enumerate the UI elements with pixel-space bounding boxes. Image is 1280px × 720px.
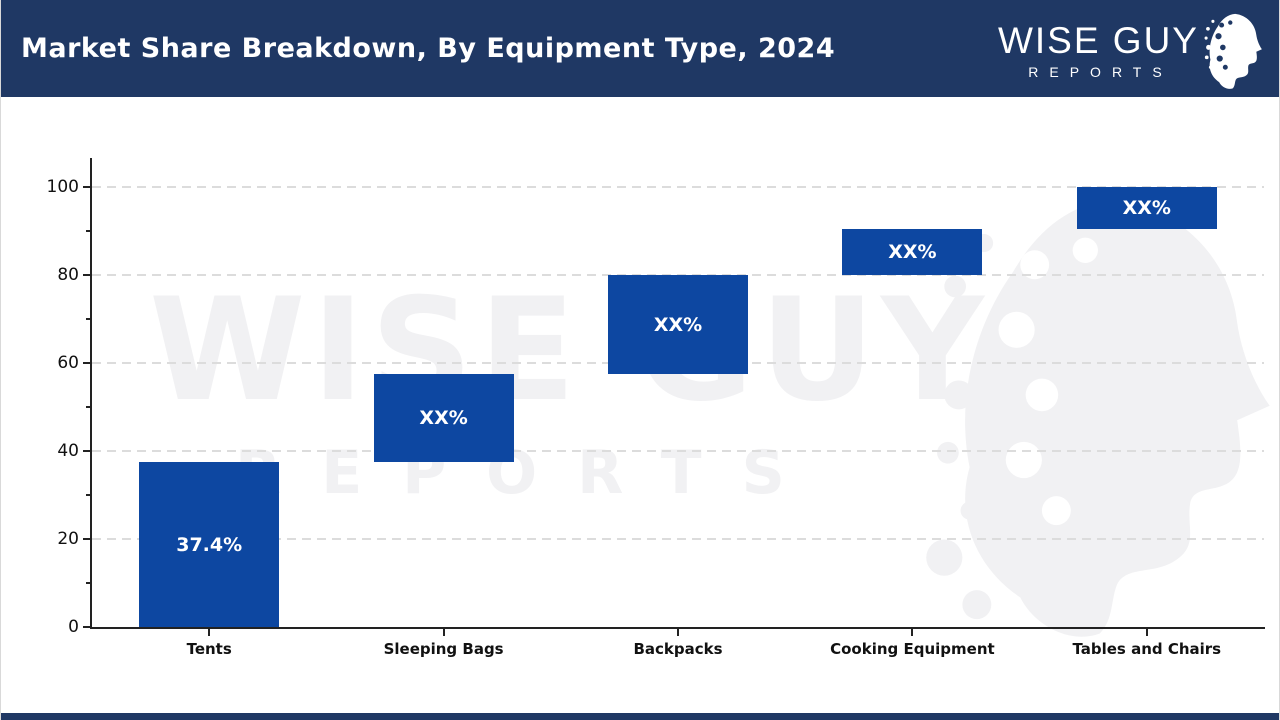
watermark-subtext: REPORTS <box>235 438 825 508</box>
gridline <box>92 450 1264 452</box>
y-tick-label: 0 <box>68 617 79 637</box>
category-label: Tents <box>186 640 232 658</box>
chart-title: Market Share Breakdown, By Equipment Typ… <box>21 33 836 64</box>
y-axis-tick <box>83 450 91 452</box>
y-axis-tick <box>83 538 91 540</box>
y-axis-tick <box>83 362 91 364</box>
x-axis-tick <box>911 629 914 636</box>
y-axis-minor-tick <box>86 582 91 584</box>
bar: XX% <box>842 228 983 275</box>
x-axis-tick <box>677 629 679 636</box>
y-axis-tick <box>83 274 91 276</box>
bar-value-label: XX% <box>1122 196 1171 219</box>
y-tick-label: 20 <box>57 529 79 549</box>
logo-wordmark: WISE GUY <box>997 19 1199 61</box>
bar: XX% <box>608 275 748 374</box>
x-axis-tick <box>1145 629 1148 636</box>
y-axis-minor-tick <box>86 230 91 232</box>
bar-value-label: 37.4% <box>176 533 243 556</box>
category-label: Sleeping Bags <box>383 640 504 658</box>
wiseguy-head-icon <box>1204 13 1262 89</box>
x-axis-line <box>90 627 1265 629</box>
bar-value-label: XX% <box>419 407 468 430</box>
wiseguy-logo: WISE GUY REPORTS <box>998 10 1265 90</box>
bar: 37.4% <box>139 462 280 627</box>
gridline <box>92 538 1264 540</box>
watermark-head-icon <box>926 199 1270 637</box>
logo-text: WISE GUY REPORTS <box>997 19 1199 80</box>
y-axis-minor-tick <box>86 494 91 496</box>
x-axis-tick <box>208 629 211 636</box>
bar: XX% <box>1076 187 1217 229</box>
y-tick-label: 40 <box>57 441 79 461</box>
y-tick-label: 60 <box>57 353 79 373</box>
y-axis-tick <box>83 626 91 628</box>
logo-subtext: REPORTS <box>1028 63 1173 80</box>
y-tick-label: 100 <box>46 177 79 197</box>
bar-value-label: XX% <box>888 240 937 263</box>
gridline <box>92 186 1264 188</box>
header-banner: Market Share Breakdown, By Equipment Typ… <box>1 0 1279 97</box>
bar: XX% <box>373 374 514 463</box>
y-axis-minor-tick <box>86 318 91 320</box>
y-axis-tick <box>83 186 91 188</box>
y-axis-line <box>90 158 92 628</box>
watermark-wordmark: WISE GUY <box>149 268 990 433</box>
footer-bar <box>1 713 1279 720</box>
y-axis-minor-tick <box>86 406 91 408</box>
category-label: Tables and Chairs <box>1072 640 1222 658</box>
y-tick-label: 80 <box>57 265 79 285</box>
x-axis-tick <box>442 629 445 636</box>
bar-value-label: XX% <box>653 313 703 336</box>
category-label: Backpacks <box>633 640 723 658</box>
category-label: Cooking Equipment <box>830 640 995 658</box>
